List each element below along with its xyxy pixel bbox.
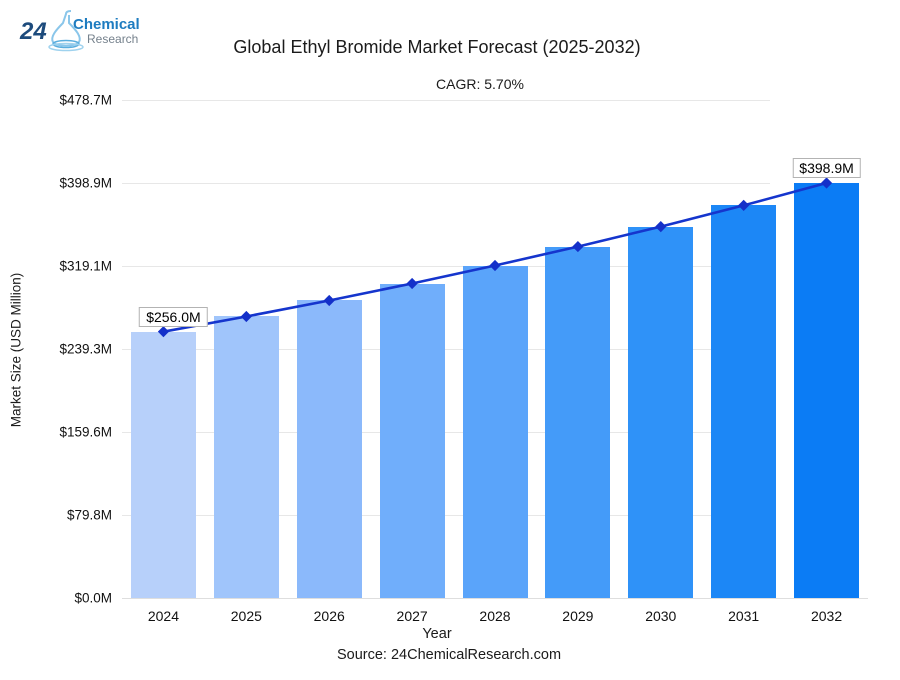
x-tick-label: 2025 bbox=[230, 608, 262, 624]
bar-2030 bbox=[628, 226, 694, 598]
x-tick-label: 2030 bbox=[645, 608, 677, 624]
x-tick-label: 2026 bbox=[313, 608, 345, 624]
gridline bbox=[122, 183, 770, 184]
y-tick-label: $319.1M bbox=[59, 258, 112, 274]
x-axis-label: Year bbox=[422, 626, 452, 642]
y-tick-label: $159.6M bbox=[59, 424, 112, 440]
bar-2032 bbox=[794, 183, 860, 598]
bar-2029 bbox=[545, 246, 611, 598]
bar-2024 bbox=[130, 331, 196, 598]
source-caption: Source: 24ChemicalResearch.com bbox=[336, 647, 562, 663]
gridline bbox=[122, 432, 770, 433]
bar-2031 bbox=[711, 205, 777, 598]
chart-title: Global Ethyl Bromide Market Forecast (20… bbox=[233, 37, 641, 57]
bar-2026 bbox=[296, 300, 362, 598]
x-tick-label: 2028 bbox=[479, 608, 511, 624]
gridline bbox=[122, 349, 770, 350]
gridline bbox=[122, 515, 770, 516]
y-tick-label: $478.7M bbox=[59, 92, 112, 108]
x-tick-label: 2027 bbox=[396, 608, 428, 624]
logo-research: Research bbox=[87, 32, 138, 46]
bar-2027 bbox=[379, 283, 445, 598]
bar-2028 bbox=[462, 265, 528, 598]
x-axis-line bbox=[122, 598, 868, 599]
x-tick-label: 2031 bbox=[728, 608, 760, 624]
x-tick-label: 2032 bbox=[810, 608, 843, 624]
value-label-2032: $398.9M bbox=[792, 158, 861, 179]
logo-chemical: Chemical bbox=[73, 16, 140, 33]
logo-flask-icon: 24 Chemical Research bbox=[19, 10, 140, 52]
x-tick-label: 2024 bbox=[147, 608, 180, 624]
y-tick-label: $398.9M bbox=[59, 175, 112, 191]
bar-2025 bbox=[213, 316, 279, 598]
value-label-2024: $256.0M bbox=[139, 306, 208, 327]
chart-subtitle: CAGR: 5.70% bbox=[436, 76, 524, 92]
y-tick-label: $0.0M bbox=[74, 590, 112, 606]
logo-number: 24 bbox=[19, 18, 47, 45]
gridline bbox=[122, 100, 770, 101]
x-tick-label: 2029 bbox=[562, 608, 594, 624]
y-tick-label: $79.8M bbox=[66, 507, 112, 523]
logo: 24 Chemical Research bbox=[16, 6, 146, 57]
y-tick-label: $239.3M bbox=[59, 341, 112, 357]
